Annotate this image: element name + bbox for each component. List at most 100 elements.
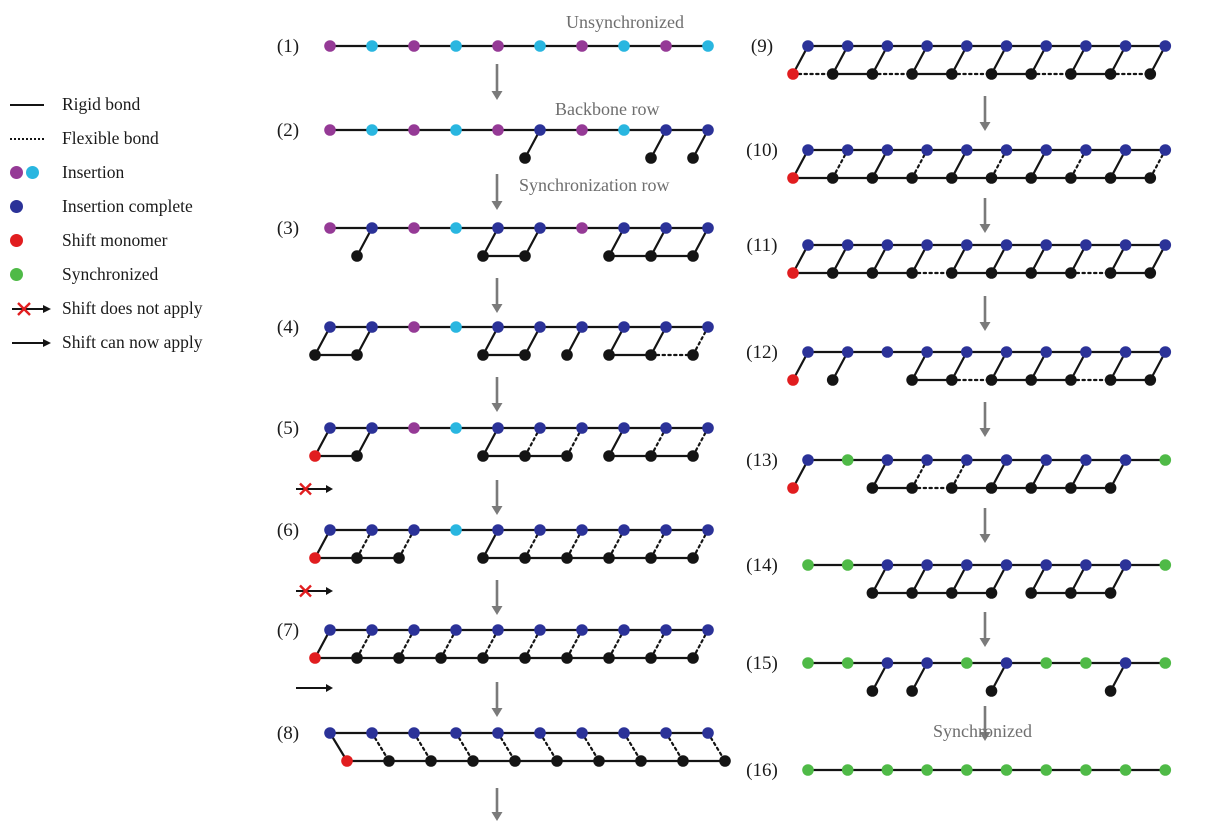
sync-monomer-dot <box>719 755 731 767</box>
shift-monomer-dot <box>787 482 799 494</box>
step-label: (12) <box>746 342 778 363</box>
monomer-dot <box>534 422 546 434</box>
monomer-dot <box>1080 40 1092 52</box>
flow-arrowhead <box>979 428 991 437</box>
sync-monomer-dot <box>351 552 363 564</box>
monomer-dot <box>366 124 378 136</box>
monomer-dot <box>492 40 504 52</box>
sync-monomer-dot <box>425 755 437 767</box>
monomer-dot <box>450 727 462 739</box>
sync-monomer-dot <box>519 652 531 664</box>
sync-monomer-dot <box>351 652 363 664</box>
flow-arrowhead <box>491 506 503 515</box>
sync-monomer-dot <box>603 450 615 462</box>
monomer-dot <box>1159 454 1172 466</box>
monomer-dot <box>1119 239 1132 251</box>
sync-monomer-dot <box>906 68 918 80</box>
monomer-dot <box>576 422 588 434</box>
blocked-x-icon <box>299 482 312 496</box>
monomer-dot <box>961 144 973 156</box>
sync-monomer-dot <box>435 652 447 664</box>
insertion-complete-dot-icon <box>10 200 54 213</box>
sync-monomer-dot <box>603 349 615 361</box>
monomer-dot <box>1040 346 1052 358</box>
sync-monomer-dot <box>1104 172 1117 184</box>
monomer-dot <box>1159 657 1172 669</box>
sync-monomer-dot <box>519 152 531 164</box>
sync-monomer-dot <box>509 755 521 767</box>
sync-monomer-dot <box>519 552 531 564</box>
sync-monomer-dot <box>645 552 657 564</box>
sync-monomer-dot <box>985 374 998 386</box>
monomer-dot <box>702 422 714 434</box>
sync-monomer-dot <box>687 450 699 462</box>
sync-monomer-dot <box>603 552 615 564</box>
sync-monomer-dot <box>635 755 647 767</box>
monomer-dot <box>921 239 933 251</box>
monomer-dot <box>881 764 894 776</box>
monomer-dot <box>1119 559 1132 571</box>
sync-monomer-dot <box>1144 68 1157 80</box>
synchronized-dot-icon <box>10 268 54 281</box>
shift-monomer-dot <box>341 755 353 767</box>
monomer-dot <box>841 239 854 251</box>
monomer-dot <box>841 144 854 156</box>
sync-monomer-dot <box>866 172 879 184</box>
monomer-dot <box>1080 559 1092 571</box>
monomer-dot <box>921 454 933 466</box>
sync-monomer-dot <box>519 349 531 361</box>
monomer-dot <box>660 40 672 52</box>
sync-monomer-dot <box>603 250 615 262</box>
monomer-dot <box>702 727 714 739</box>
monomer-dot <box>881 559 894 571</box>
step-label: (16) <box>746 760 778 781</box>
monomer-dot <box>881 454 894 466</box>
monomer-dot <box>1119 144 1132 156</box>
monomer-dot <box>702 124 714 136</box>
sync-monomer-dot <box>906 374 918 386</box>
monomer-dot <box>450 124 462 136</box>
monomer-dot <box>702 222 714 234</box>
monomer-dot <box>1040 559 1052 571</box>
step-label: (1) <box>277 36 299 57</box>
monomer-dot <box>534 624 546 636</box>
monomer-dot <box>1159 144 1172 156</box>
monomer-dot <box>366 321 378 333</box>
step-label: (14) <box>746 555 778 576</box>
sync-monomer-dot <box>866 685 879 697</box>
legend-label: Insertion <box>62 162 125 182</box>
shift-monomer-dot <box>309 652 321 664</box>
shift-monomer-dot <box>787 68 799 80</box>
monomer-dot <box>841 40 854 52</box>
sync-monomer-dot <box>1065 267 1077 279</box>
sync-monomer-dot <box>1144 267 1157 279</box>
monomer-dot <box>576 222 588 234</box>
step-label: (9) <box>751 36 773 57</box>
sync-monomer-dot <box>946 587 958 599</box>
monomer-dot <box>841 657 854 669</box>
monomer-dot <box>881 40 894 52</box>
monomer-dot <box>660 321 672 333</box>
monomer-dot <box>961 454 973 466</box>
monomer-dot <box>1040 764 1052 776</box>
legend-label: Shift monomer <box>62 230 168 250</box>
legend-label: Synchronized <box>62 264 159 284</box>
monomer-dot <box>492 321 504 333</box>
sync-monomer-dot <box>826 267 839 279</box>
sync-monomer-dot <box>946 172 958 184</box>
flow-arrowhead <box>491 708 503 717</box>
legend-item-flexible-bond: Flexible bond <box>10 128 202 149</box>
monomer-dot <box>961 346 973 358</box>
sync-monomer-dot <box>1104 587 1117 599</box>
monomer-dot <box>492 222 504 234</box>
monomer-dot <box>324 124 336 136</box>
monomer-dot <box>534 40 546 52</box>
step-label: (7) <box>277 620 299 641</box>
monomer-dot <box>1000 454 1013 466</box>
sync-monomer-dot <box>645 250 657 262</box>
monomer-dot <box>881 346 894 358</box>
sync-monomer-dot <box>1065 68 1077 80</box>
sync-monomer-dot <box>1065 587 1077 599</box>
monomer-dot <box>450 321 462 333</box>
monomer-dot <box>576 624 588 636</box>
